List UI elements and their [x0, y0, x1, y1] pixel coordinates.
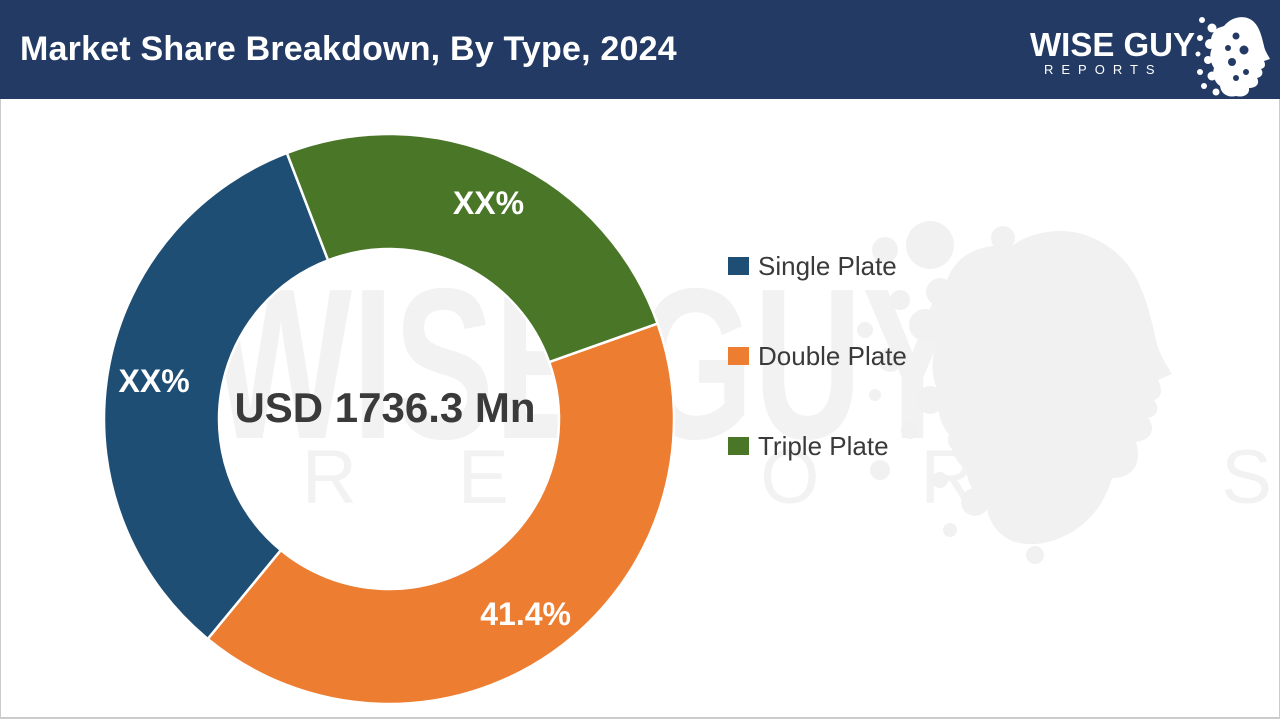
donut-segment-single-plate [102, 151, 330, 641]
segment-value-label: XX% [119, 363, 190, 399]
donut-segment-double-plate [206, 322, 676, 706]
donut-segment-triple-plate [285, 132, 659, 364]
segment-value-label: 41.4% [480, 596, 571, 632]
legend-swatch-double-plate [728, 347, 749, 365]
logo-wordmark: WISE GUY [1030, 26, 1196, 63]
header-bar: Market Share Breakdown, By Type, 2024 WI… [0, 0, 1280, 99]
page-title: Market Share Breakdown, By Type, 2024 [20, 30, 677, 68]
legend-item-single-plate: Single Plate [728, 248, 907, 284]
frame-border-bottom [0, 717, 1280, 719]
legend-item-triple-plate: Triple Plate [728, 428, 907, 464]
chart-center-value: USD 1736.3 Mn [234, 384, 536, 431]
chart-legend: Single Plate Double Plate Triple Plate [728, 248, 907, 518]
logo-face-icon [1195, 17, 1270, 97]
legend-label-triple-plate: Triple Plate [758, 431, 889, 461]
legend-label-double-plate: Double Plate [758, 341, 907, 371]
brand-logo: WISE GUY REPORTS [1030, 0, 1270, 99]
frame-border-left [0, 99, 1, 719]
legend-label-single-plate: Single Plate [758, 251, 897, 281]
legend-swatch-single-plate [728, 257, 749, 275]
legend-swatch-triple-plate [728, 437, 749, 455]
segment-value-label: XX% [453, 185, 524, 221]
legend-item-double-plate: Double Plate [728, 338, 907, 374]
logo-subtext: REPORTS [1044, 62, 1163, 77]
